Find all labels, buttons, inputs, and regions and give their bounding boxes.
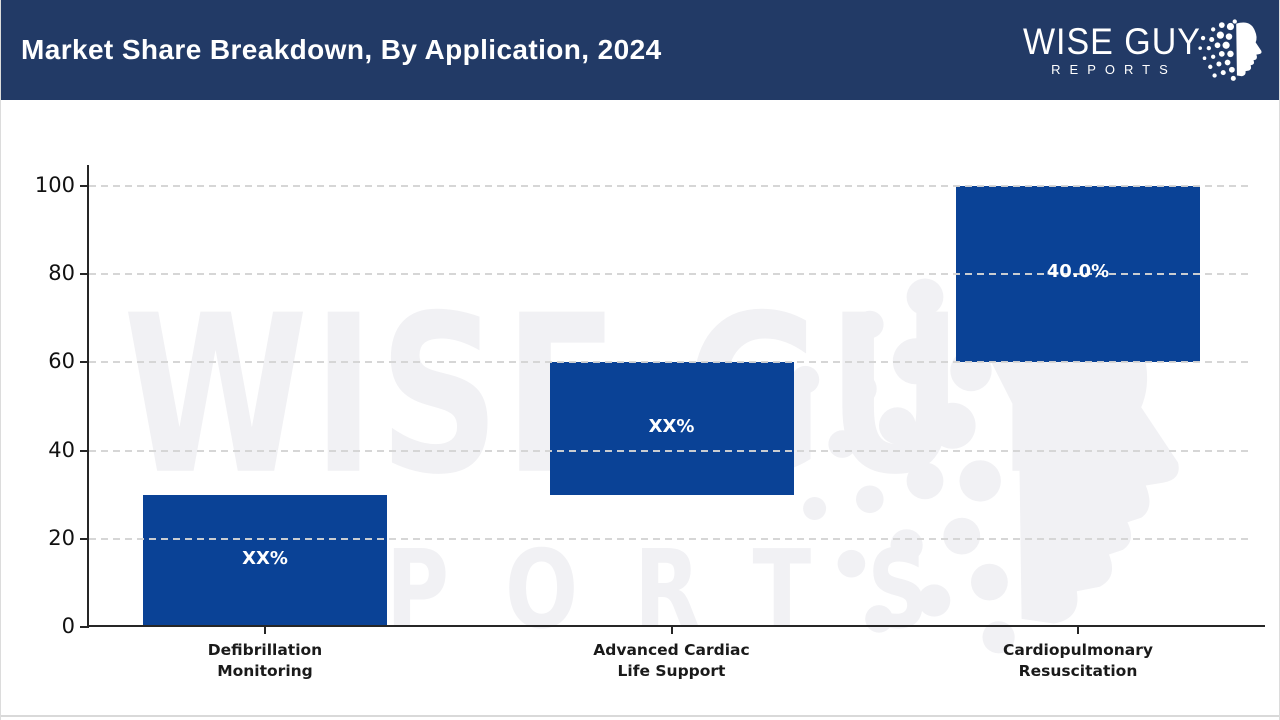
y-tick-label: 40 bbox=[48, 437, 75, 462]
x-category-label: Advanced Cardiac Life Support bbox=[593, 641, 750, 680]
y-tick-mark bbox=[80, 449, 88, 452]
bar-value-label: XX% bbox=[242, 547, 288, 569]
gridline-80 bbox=[89, 273, 1253, 276]
wiseguy-logo: WISE GUY REPORTS bbox=[1023, 6, 1265, 94]
y-tick-label: 80 bbox=[48, 261, 75, 286]
gridline-40 bbox=[89, 449, 1253, 452]
x-axis-spine bbox=[87, 625, 1265, 627]
y-tick-mark bbox=[80, 361, 88, 364]
y-tick-label: 100 bbox=[34, 173, 75, 197]
y-tick-mark bbox=[80, 537, 88, 540]
wiseguy-face-logo-icon bbox=[1193, 8, 1265, 94]
x-category-label: Cardiopulmonary Resuscitation bbox=[1002, 641, 1154, 680]
x-tick-mark bbox=[264, 627, 266, 634]
wiseguy-logo-text: WISE GUY REPORTS bbox=[1022, 20, 1201, 77]
y-tick-label: 20 bbox=[48, 525, 75, 550]
bar-value-label: XX% bbox=[648, 415, 695, 437]
x-category-label: Defibrillation Monitoring bbox=[207, 641, 323, 680]
y-tick-mark bbox=[80, 185, 88, 187]
logo-wordmark: WISE GUY bbox=[1022, 20, 1201, 63]
bar-segment bbox=[143, 494, 387, 627]
gridline-100 bbox=[89, 185, 1253, 187]
y-axis-spine bbox=[87, 165, 89, 628]
gridline-20 bbox=[89, 537, 1253, 540]
x-tick-mark bbox=[1077, 627, 1079, 634]
y-tick-label: 60 bbox=[48, 349, 75, 374]
header-bar: Market Share Breakdown, By Application, … bbox=[1, 0, 1279, 100]
page-title: Market Share Breakdown, By Application, … bbox=[21, 34, 662, 65]
y-tick-label: 0 bbox=[61, 614, 75, 638]
bar-value-label: 40.0% bbox=[1046, 261, 1110, 283]
bottom-border-rule bbox=[1, 715, 1279, 717]
x-tick-mark bbox=[670, 627, 673, 634]
bar-segment bbox=[549, 362, 794, 495]
logo-subtitle: REPORTS bbox=[1051, 61, 1177, 77]
gridline-60 bbox=[89, 361, 1253, 364]
y-tick-mark bbox=[80, 273, 88, 276]
y-tick-mark bbox=[80, 626, 88, 628]
